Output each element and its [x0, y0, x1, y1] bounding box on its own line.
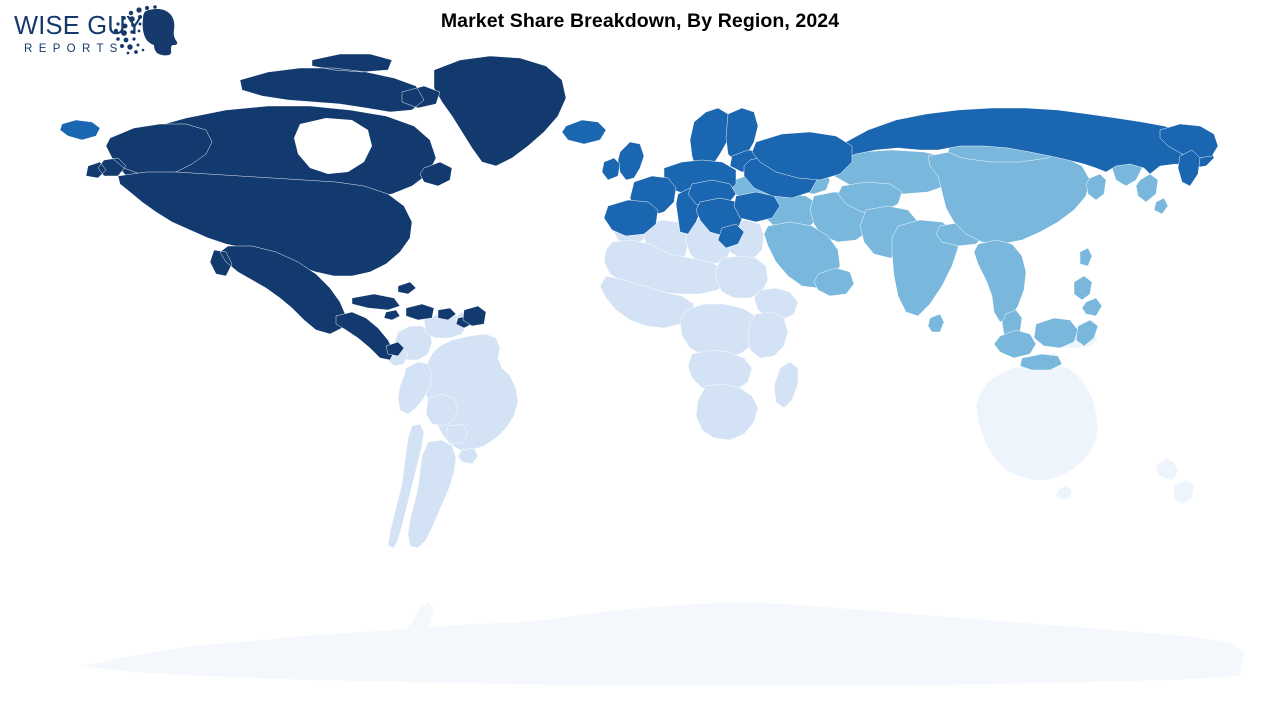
country-korea[interactable] [1086, 174, 1106, 200]
region-antarctica[interactable] [80, 602, 1245, 686]
brand-logo[interactable]: WISE GUY R E P O R T S [12, 4, 197, 60]
country-brazil[interactable] [424, 334, 518, 450]
hudson-bay [294, 118, 372, 174]
country-kamchatka[interactable] [1178, 150, 1200, 186]
country-newfoundland[interactable] [420, 162, 452, 186]
country-russia[interactable] [828, 108, 1214, 174]
country-alaska[interactable] [86, 124, 212, 178]
country-chukotka-wrap[interactable] [60, 120, 100, 140]
world-choropleth-map[interactable] [0, 46, 1280, 720]
country-southern-africa[interactable] [696, 384, 758, 440]
country-southeast-asia-mainland[interactable] [974, 240, 1026, 322]
region-oceania[interactable] [976, 330, 1194, 504]
country-western-russia[interactable] [752, 132, 852, 180]
logo-wordmark: WISE GUY [14, 12, 143, 40]
region-asia-pacific[interactable] [728, 138, 1168, 370]
country-sri-lanka[interactable] [928, 314, 944, 332]
region-africa[interactable] [600, 218, 798, 440]
country-hispaniola[interactable] [406, 304, 456, 320]
head-profile-icon [113, 5, 178, 56]
country-panama[interactable] [386, 342, 404, 356]
country-angola-zambia[interactable] [688, 350, 752, 392]
country-peru[interactable] [398, 362, 432, 414]
page-title: Market Share Breakdown, By Region, 2024 [440, 10, 840, 32]
country-madagascar[interactable] [774, 362, 798, 408]
country-antarctica[interactable] [80, 602, 1245, 686]
country-united-states[interactable] [118, 172, 412, 276]
country-paraguay[interactable] [446, 424, 468, 444]
country-cuba[interactable] [352, 294, 400, 310]
country-french-guiana[interactable] [463, 306, 486, 326]
country-united-kingdom[interactable] [618, 142, 644, 180]
country-indonesia-java[interactable] [1020, 354, 1062, 370]
country-mexico[interactable] [210, 246, 346, 334]
country-new-zealand[interactable] [1156, 458, 1194, 504]
country-indonesia-borneo[interactable] [1034, 318, 1078, 348]
country-drc-central-africa[interactable] [680, 304, 760, 358]
region-north-america[interactable] [86, 54, 566, 360]
country-antarctic-peninsula[interactable] [398, 602, 434, 650]
logo-subtitle: R E P O R T S [24, 43, 119, 55]
country-spain-portugal[interactable] [604, 200, 658, 236]
country-australia[interactable] [976, 352, 1098, 480]
country-taiwan[interactable] [1080, 248, 1092, 266]
country-nigeria-west-africa[interactable] [600, 276, 694, 328]
country-uruguay[interactable] [458, 448, 478, 464]
country-chile[interactable] [388, 424, 424, 548]
region-south-america[interactable] [388, 310, 518, 548]
wise-guy-reports-logo-icon: WISE GUY R E P O R T S [14, 5, 178, 56]
country-canada-arctic[interactable] [240, 54, 440, 112]
country-norway-sweden[interactable] [690, 108, 732, 174]
country-east-africa[interactable] [748, 312, 788, 358]
region-europe[interactable] [60, 108, 1218, 248]
country-central-america[interactable] [336, 312, 394, 360]
country-greenland[interactable] [434, 56, 566, 166]
country-tasmania[interactable] [1056, 486, 1072, 500]
country-greece[interactable] [718, 224, 744, 248]
country-iceland[interactable] [562, 120, 606, 144]
country-bolivia[interactable] [426, 394, 458, 426]
country-ethiopia-horn[interactable] [754, 288, 798, 320]
country-argentina[interactable] [408, 440, 456, 548]
country-ireland[interactable] [602, 158, 620, 180]
world-map-container[interactable] [0, 46, 1280, 720]
country-mauritania-mali-niger[interactable] [604, 240, 726, 294]
country-romania-bulgaria[interactable] [734, 192, 780, 222]
country-yemen-oman[interactable] [814, 268, 854, 296]
country-indonesia-sumatra[interactable] [994, 330, 1036, 358]
country-philippines[interactable] [1074, 276, 1102, 316]
country-russia-far-east[interactable] [1160, 124, 1218, 158]
country-indonesia-sulawesi[interactable] [1076, 320, 1098, 346]
country-finland[interactable] [726, 108, 758, 162]
